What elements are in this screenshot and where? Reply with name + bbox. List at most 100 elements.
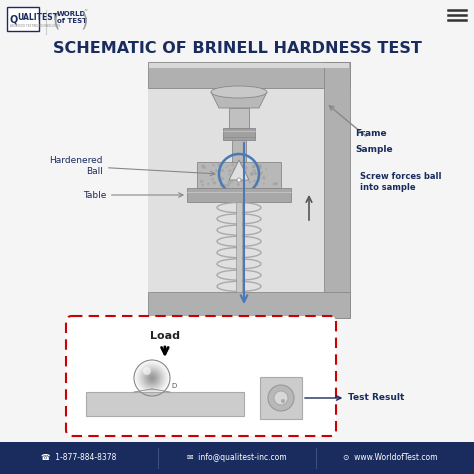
- Circle shape: [248, 181, 251, 183]
- Circle shape: [237, 183, 240, 186]
- Circle shape: [237, 178, 241, 182]
- Bar: [187, 188, 291, 202]
- Text: Q: Q: [10, 14, 18, 24]
- Circle shape: [244, 166, 247, 170]
- Circle shape: [134, 360, 170, 396]
- Circle shape: [135, 361, 169, 395]
- Polygon shape: [211, 92, 267, 108]
- Circle shape: [235, 166, 237, 169]
- Circle shape: [228, 173, 230, 175]
- Text: ⊙  www.WorldofTest.com: ⊙ www.WorldofTest.com: [343, 454, 437, 463]
- Circle shape: [252, 164, 256, 168]
- Circle shape: [207, 182, 210, 185]
- Circle shape: [226, 183, 230, 187]
- Circle shape: [138, 364, 166, 392]
- Circle shape: [149, 375, 155, 381]
- Text: Hardenered
Ball: Hardenered Ball: [49, 156, 215, 176]
- Circle shape: [258, 176, 261, 180]
- Circle shape: [265, 168, 267, 170]
- Circle shape: [215, 169, 218, 172]
- Circle shape: [143, 369, 161, 387]
- Bar: [236, 202, 242, 292]
- Circle shape: [217, 164, 220, 166]
- Text: Load: Load: [150, 331, 180, 341]
- Circle shape: [201, 184, 204, 186]
- Circle shape: [240, 173, 241, 174]
- Circle shape: [151, 377, 153, 379]
- Circle shape: [139, 365, 165, 391]
- Circle shape: [259, 167, 262, 170]
- Circle shape: [228, 169, 231, 172]
- Circle shape: [146, 372, 158, 384]
- Circle shape: [221, 177, 224, 180]
- Circle shape: [259, 164, 262, 167]
- Circle shape: [254, 172, 257, 175]
- Bar: [148, 62, 350, 88]
- Circle shape: [268, 385, 294, 411]
- Text: Table: Table: [82, 191, 183, 200]
- Circle shape: [256, 184, 259, 186]
- Circle shape: [242, 180, 245, 183]
- Circle shape: [258, 180, 260, 182]
- Circle shape: [148, 374, 156, 382]
- Text: (: (: [52, 11, 60, 30]
- Circle shape: [141, 367, 163, 389]
- Bar: [86, 392, 244, 416]
- Circle shape: [250, 172, 254, 175]
- Circle shape: [243, 166, 245, 168]
- Circle shape: [218, 175, 219, 177]
- Circle shape: [255, 173, 256, 175]
- Text: ☎  1-877-884-8378: ☎ 1-877-884-8378: [41, 454, 117, 463]
- Circle shape: [140, 366, 164, 390]
- Circle shape: [201, 164, 204, 168]
- Text: D: D: [171, 383, 176, 389]
- Text: Screw forces ball
into sample: Screw forces ball into sample: [360, 172, 441, 192]
- Circle shape: [244, 170, 246, 173]
- Circle shape: [263, 183, 265, 185]
- Bar: [148, 88, 324, 292]
- FancyBboxPatch shape: [7, 7, 39, 31]
- Bar: [324, 62, 350, 318]
- Circle shape: [228, 165, 229, 167]
- Text: WORLD
of TEST: WORLD of TEST: [57, 11, 87, 24]
- Text: ˜: ˜: [83, 9, 87, 18]
- Circle shape: [261, 172, 264, 173]
- Circle shape: [143, 367, 151, 375]
- Circle shape: [203, 166, 206, 169]
- Circle shape: [225, 166, 227, 168]
- Bar: [229, 108, 249, 128]
- Circle shape: [210, 173, 212, 175]
- Circle shape: [136, 362, 168, 394]
- Circle shape: [281, 399, 285, 403]
- Text: Test Result: Test Result: [305, 393, 404, 402]
- Text: SCHEMATIC OF BRINELL HARDNESS TEST: SCHEMATIC OF BRINELL HARDNESS TEST: [53, 40, 421, 55]
- Bar: [149, 63, 349, 68]
- Circle shape: [274, 391, 288, 405]
- Bar: [232, 140, 246, 162]
- Bar: [223, 128, 255, 140]
- Circle shape: [252, 166, 254, 168]
- Circle shape: [241, 165, 245, 168]
- Circle shape: [137, 363, 167, 393]
- Bar: [148, 292, 350, 318]
- Bar: [197, 162, 281, 188]
- Circle shape: [147, 373, 157, 383]
- Text: UALITEST: UALITEST: [17, 12, 58, 21]
- Circle shape: [273, 182, 276, 186]
- Text: ADVANCED TESTING TECHNOLOGIES: ADVANCED TESTING TECHNOLOGIES: [10, 24, 60, 28]
- Circle shape: [219, 183, 223, 187]
- Circle shape: [231, 181, 233, 183]
- Circle shape: [145, 371, 159, 385]
- Circle shape: [262, 176, 265, 180]
- Circle shape: [142, 368, 162, 388]
- Circle shape: [224, 184, 226, 186]
- Text: Sample: Sample: [355, 146, 392, 155]
- Circle shape: [245, 177, 246, 179]
- Circle shape: [221, 169, 224, 172]
- Text: ): ): [80, 11, 88, 30]
- Circle shape: [258, 172, 262, 175]
- Circle shape: [257, 164, 261, 168]
- Circle shape: [150, 376, 154, 380]
- Polygon shape: [229, 160, 249, 180]
- Ellipse shape: [211, 86, 267, 98]
